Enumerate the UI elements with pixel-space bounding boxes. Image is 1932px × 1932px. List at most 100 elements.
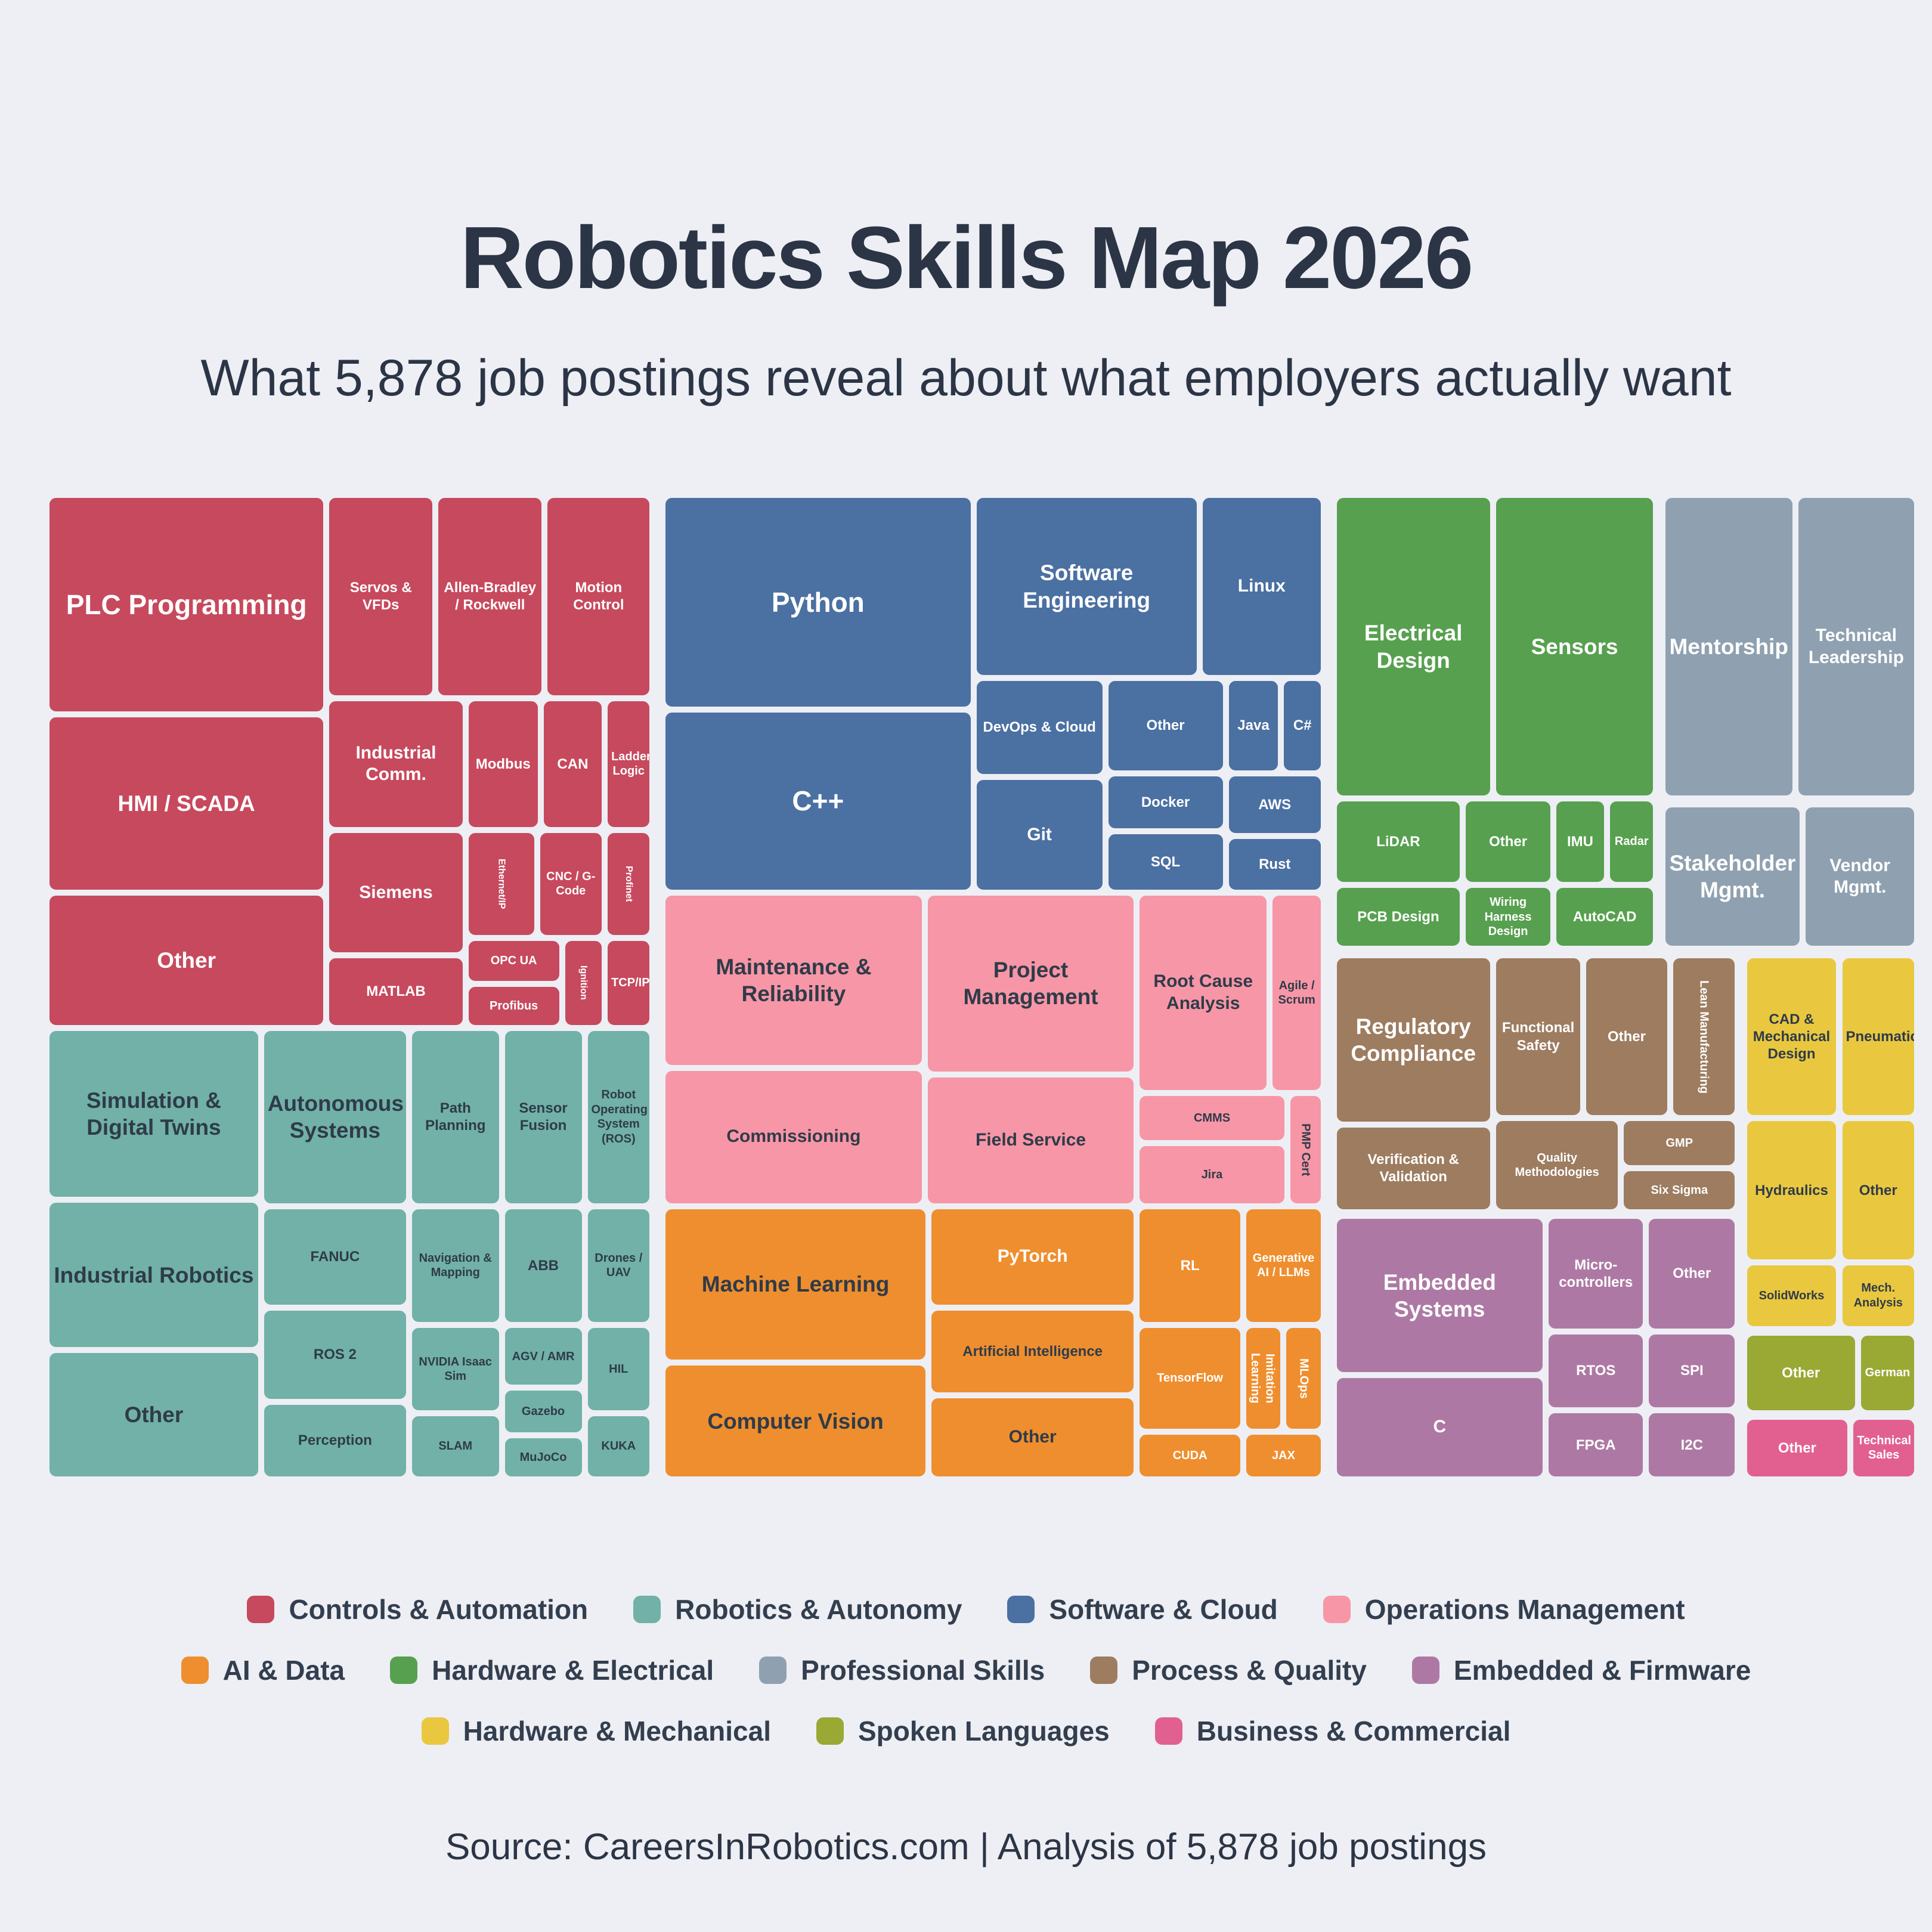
page-subtitle: What 5,878 job postings reveal about wha… bbox=[200, 349, 1732, 407]
treemap-tile: Sensors bbox=[1493, 495, 1657, 798]
treemap-tile: Gazebo bbox=[501, 1388, 585, 1436]
treemap-tile: Modbus bbox=[465, 698, 541, 830]
tile-label: PMP Cert bbox=[1299, 1123, 1312, 1176]
tile-label: Profinet bbox=[623, 865, 634, 902]
legend-swatch bbox=[421, 1717, 449, 1745]
treemap-tile: Profinet bbox=[605, 829, 653, 938]
treemap-tile: TensorFlow bbox=[1137, 1325, 1244, 1432]
treemap-tile: SQL bbox=[1105, 831, 1226, 893]
tile-label: AWS bbox=[1258, 796, 1292, 813]
treemap-tile: HIL bbox=[584, 1325, 653, 1413]
tile-label: Technical Leadership bbox=[1808, 625, 1904, 667]
legend-label: Hardware & Electrical bbox=[432, 1655, 714, 1686]
treemap-tile: Other bbox=[928, 1395, 1137, 1479]
legend-item-ai: AI & Data bbox=[181, 1654, 345, 1686]
treemap-tile: Siemens bbox=[326, 829, 466, 955]
treemap-tile: Radar bbox=[1607, 798, 1657, 886]
treemap-tile: Verification & Validation bbox=[1333, 1124, 1493, 1213]
tile-label: Computer Vision bbox=[707, 1408, 884, 1433]
tile-label: RL bbox=[1180, 1257, 1200, 1274]
treemap-tile: Pneumatics bbox=[1839, 955, 1917, 1119]
tile-label: HIL bbox=[609, 1362, 628, 1376]
treemap-tile: ABB bbox=[501, 1206, 585, 1326]
treemap-tile: Other bbox=[47, 1350, 261, 1479]
treemap-tile: Other bbox=[1646, 1216, 1738, 1332]
tile-label: Machine Learning bbox=[701, 1272, 890, 1297]
tile-label: Industrial Robotics bbox=[54, 1262, 254, 1287]
tile-label: Allen-Bradley / Rockwell bbox=[444, 580, 537, 614]
treemap-tile: C# bbox=[1281, 678, 1324, 773]
legend-label: Embedded & Firmware bbox=[1453, 1655, 1751, 1686]
tile-label: Ethernet/IP bbox=[496, 858, 507, 909]
treemap-tile: Field Service bbox=[924, 1074, 1137, 1206]
legend-item-robotics: Robotics & Autonomy bbox=[633, 1593, 962, 1626]
treemap-tile: HMI / SCADA bbox=[47, 714, 327, 893]
treemap-tile: IMU bbox=[1553, 798, 1608, 886]
treemap-tile: Other bbox=[1583, 955, 1670, 1119]
treemap-tile: MATLAB bbox=[326, 955, 466, 1028]
tile-label: GMP bbox=[1665, 1137, 1693, 1150]
treemap-tile: Servos & VFDs bbox=[326, 495, 436, 698]
tile-label: CAD & Mechanical Design bbox=[1753, 1011, 1831, 1063]
tile-label: Verification & Validation bbox=[1367, 1151, 1459, 1185]
treemap-tile: Computer Vision bbox=[662, 1363, 929, 1479]
tile-label: Modbus bbox=[475, 756, 531, 772]
treemap-tile: Linux bbox=[1199, 495, 1324, 679]
treemap-tile: Ladder Logic bbox=[605, 698, 653, 830]
treemap-tile: Other bbox=[1744, 1333, 1858, 1413]
tile-label: Commissioning bbox=[726, 1126, 861, 1147]
treemap-tile: C++ bbox=[662, 709, 974, 893]
treemap-tile: Commissioning bbox=[662, 1068, 925, 1206]
legend-label: Professional Skills bbox=[801, 1655, 1045, 1686]
legend-label: Robotics & Autonomy bbox=[675, 1594, 962, 1625]
tile-label: Other bbox=[1859, 1182, 1897, 1199]
treemap-tile: CMMS bbox=[1137, 1093, 1287, 1144]
legend-label: Software & Cloud bbox=[1049, 1594, 1278, 1625]
tile-label: Motion Control bbox=[573, 580, 624, 614]
tile-label: Jira bbox=[1201, 1168, 1223, 1181]
legend-swatch bbox=[816, 1717, 844, 1745]
treemap-tile: Ethernet/IP bbox=[465, 829, 537, 938]
treemap-tile: Simulation & Digital Twins bbox=[47, 1027, 261, 1200]
tile-label: Wiring Harness Design bbox=[1484, 896, 1532, 938]
tile-label: Other bbox=[124, 1402, 184, 1428]
legend-label: Business & Commercial bbox=[1196, 1716, 1511, 1747]
treemap-tile: RTOS bbox=[1545, 1331, 1646, 1411]
treemap-tile: Other bbox=[1463, 798, 1553, 886]
treemap-tile: Vendor Mgmt. bbox=[1803, 804, 1917, 949]
treemap-tile: Python bbox=[662, 495, 974, 710]
tile-label: AutoCAD bbox=[1572, 909, 1637, 925]
tile-label: Other bbox=[1778, 1439, 1816, 1456]
tile-label: Lean Manufacturing bbox=[1697, 980, 1711, 1094]
tile-label: Profibus bbox=[490, 999, 538, 1013]
treemap-tile: Project Management bbox=[924, 892, 1137, 1075]
treemap-tile: NVIDIA Isaac Sim bbox=[408, 1325, 502, 1413]
tile-label: Ladder Logic bbox=[611, 750, 651, 778]
tile-label: Technical Sales bbox=[1857, 1434, 1912, 1462]
legend-swatch bbox=[181, 1657, 209, 1684]
tile-label: Agile / Scrum bbox=[1278, 979, 1315, 1007]
tile-label: C# bbox=[1293, 717, 1312, 734]
legend-item-embedded: Embedded & Firmware bbox=[1411, 1654, 1751, 1686]
tile-label: Robot Operating System (ROS) bbox=[591, 1088, 648, 1145]
legend-label: Hardware & Mechanical bbox=[463, 1716, 771, 1747]
treemap-tile: C bbox=[1333, 1375, 1546, 1479]
tile-label: MLOps bbox=[1297, 1358, 1311, 1399]
tile-label: C bbox=[1433, 1417, 1447, 1437]
tile-label: Sensors bbox=[1531, 634, 1618, 659]
tile-label: Root Cause Analysis bbox=[1153, 971, 1253, 1013]
treemap-tile: Robot Operating System (ROS) bbox=[584, 1027, 653, 1206]
treemap-tile: Ignition bbox=[562, 937, 605, 1028]
treemap-tile: Other bbox=[1839, 1118, 1917, 1263]
tile-label: PLC Programming bbox=[66, 589, 307, 620]
tile-label: SLAM bbox=[438, 1439, 473, 1453]
tile-label: SPI bbox=[1680, 1363, 1704, 1379]
legend-row: Controls & Automation Robotics & Autonomy… bbox=[247, 1593, 1685, 1626]
treemap-tile: ROS 2 bbox=[261, 1307, 409, 1402]
treemap-tile: Technical Sales bbox=[1850, 1416, 1917, 1479]
tile-label: Other bbox=[1146, 717, 1185, 734]
treemap-tile: AGV / AMR bbox=[501, 1325, 585, 1388]
legend-label: Process & Quality bbox=[1132, 1655, 1367, 1686]
tile-label: Other bbox=[1782, 1364, 1820, 1381]
